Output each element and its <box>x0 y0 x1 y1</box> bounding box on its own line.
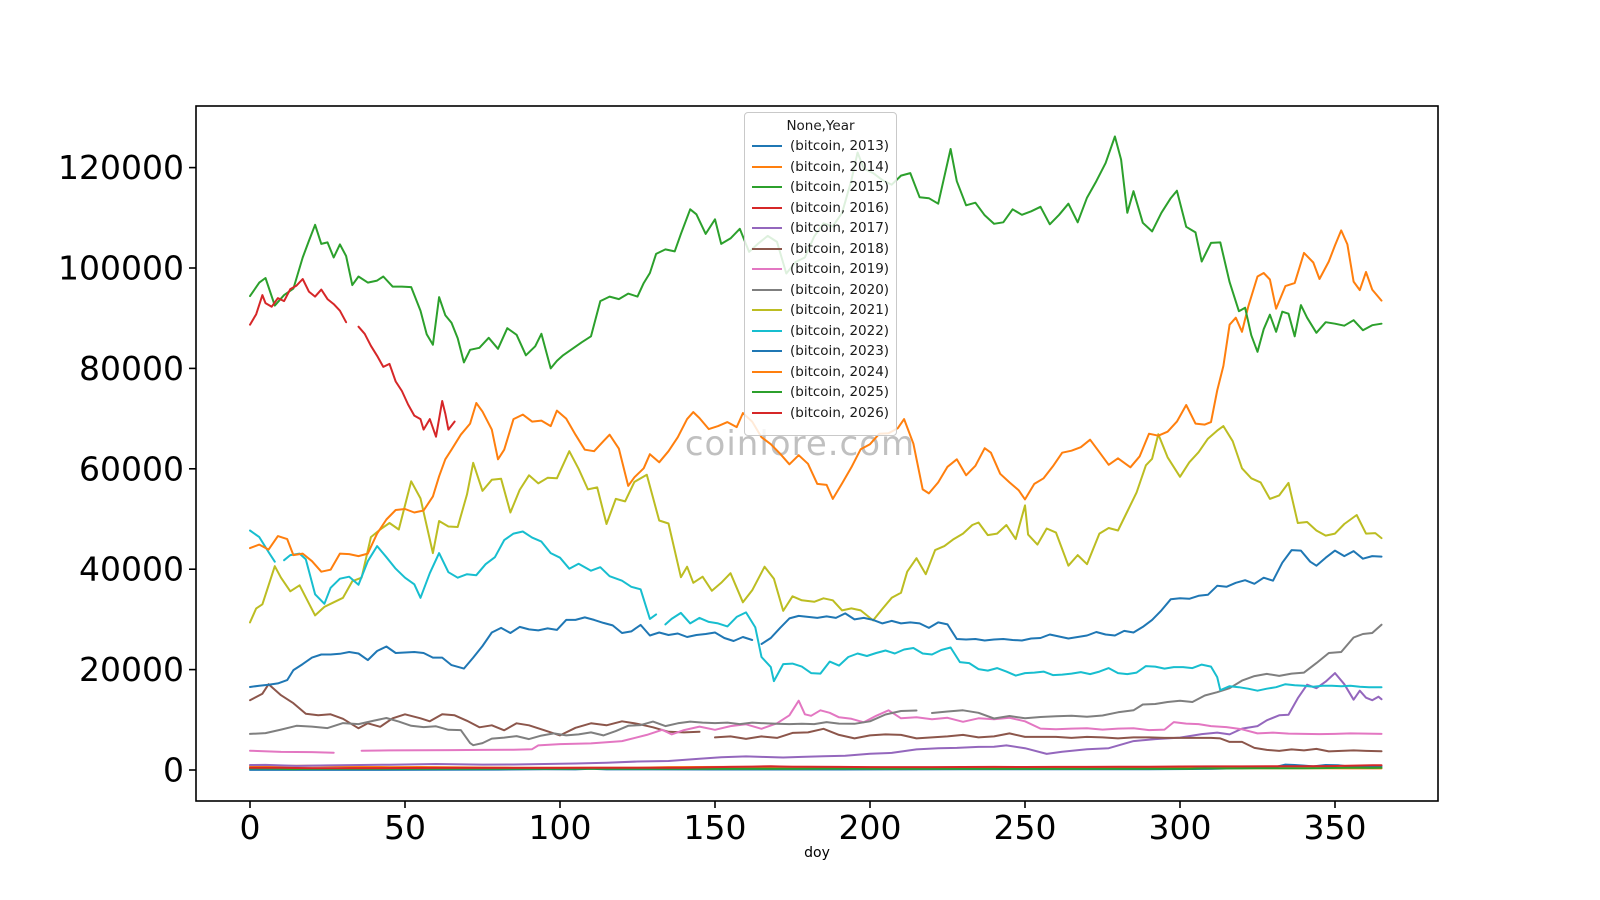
legend-item-2020: (bitcoin, 2020) <box>752 280 889 301</box>
series-line-2018 <box>714 727 1383 753</box>
legend-item-2018: (bitcoin, 2018) <box>752 239 889 260</box>
legend-item-2015: (bitcoin, 2015) <box>752 177 889 198</box>
legend-item-2016: (bitcoin, 2016) <box>752 198 889 219</box>
legend-item-2019: (bitcoin, 2019) <box>752 259 889 280</box>
legend-swatch-2026 <box>752 411 782 414</box>
x-tick-label: 50 <box>384 808 426 847</box>
series-line-2020 <box>931 623 1383 720</box>
x-tick-label: 350 <box>1304 808 1367 847</box>
legend-item-2021: (bitcoin, 2021) <box>752 300 889 321</box>
x-tick-label: 300 <box>1149 808 1212 847</box>
legend-swatch-2020 <box>752 288 782 291</box>
series-line-2026 <box>249 278 348 326</box>
legend-swatch-2018 <box>752 247 782 250</box>
legend-label-2024: (bitcoin, 2024) <box>790 363 890 380</box>
legend-swatch-2023 <box>752 350 782 353</box>
series-line-2024 <box>249 229 1383 573</box>
legend-label-2018: (bitcoin, 2018) <box>790 240 890 257</box>
series-line-2016 <box>249 764 1383 770</box>
x-tick-label: 200 <box>839 808 902 847</box>
legend-label-2013: (bitcoin, 2013) <box>790 138 890 155</box>
series-line-2017 <box>249 672 1383 767</box>
legend-item-2017: (bitcoin, 2017) <box>752 218 889 239</box>
x-tick-label: 0 <box>240 808 261 847</box>
legend-label-2017: (bitcoin, 2017) <box>790 220 890 237</box>
series-line-2023 <box>249 616 754 688</box>
x-axis-label: doy <box>804 845 830 861</box>
legend-label-2020: (bitcoin, 2020) <box>790 281 890 298</box>
y-tick-label: 40000 <box>79 550 184 589</box>
legend-item-2023: (bitcoin, 2023) <box>752 341 889 362</box>
legend-swatch-2014 <box>752 165 782 168</box>
legend-swatch-2024 <box>752 370 782 373</box>
x-tick-label: 150 <box>684 808 747 847</box>
series-line-2018 <box>249 683 701 737</box>
y-tick-label: 0 <box>163 751 184 790</box>
legend-item-2026: (bitcoin, 2026) <box>752 403 889 424</box>
legend-label-2025: (bitcoin, 2025) <box>790 384 890 401</box>
series-line-2026 <box>357 325 456 438</box>
series-line-2019 <box>360 699 1383 752</box>
legend-swatch-2015 <box>752 186 782 189</box>
legend-swatch-2025 <box>752 391 782 394</box>
y-tick-label: 100000 <box>58 249 184 288</box>
axes-box <box>195 105 1439 802</box>
legend-item-2025: (bitcoin, 2025) <box>752 382 889 403</box>
legend-label-2023: (bitcoin, 2023) <box>790 343 890 360</box>
legend: None,Year (bitcoin, 2013) (bitcoin, 2014)… <box>744 112 897 436</box>
x-tick-label: 100 <box>529 808 592 847</box>
legend-swatch-2019 <box>752 268 782 271</box>
series-line-2023 <box>760 549 1383 645</box>
legend-item-2022: (bitcoin, 2022) <box>752 321 889 342</box>
series-line-2022 <box>283 530 658 620</box>
legend-swatch-2017 <box>752 227 782 230</box>
legend-label-2016: (bitcoin, 2016) <box>790 199 890 216</box>
legend-swatch-2022 <box>752 329 782 332</box>
legend-swatch-2013 <box>752 145 782 148</box>
series-line-2019 <box>249 749 335 754</box>
y-tick-label: 80000 <box>79 349 184 388</box>
series-line-2021 <box>249 425 1383 624</box>
legend-label-2019: (bitcoin, 2019) <box>790 261 890 278</box>
legend-swatch-2021 <box>752 309 782 312</box>
legend-item-2014: (bitcoin, 2014) <box>752 157 889 178</box>
legend-label-2021: (bitcoin, 2021) <box>790 302 890 319</box>
legend-swatch-2016 <box>752 206 782 209</box>
legend-label-2026: (bitcoin, 2026) <box>790 404 890 421</box>
x-tick-label: 250 <box>994 808 1057 847</box>
legend-title: None,Year <box>786 118 855 134</box>
y-tick-label: 120000 <box>58 148 184 187</box>
legend-label-2015: (bitcoin, 2015) <box>790 179 890 196</box>
legend-item-2024: (bitcoin, 2024) <box>752 362 889 383</box>
legend-item-2013: (bitcoin, 2013) <box>752 136 889 157</box>
series-line-2022 <box>249 529 276 563</box>
y-tick-label: 60000 <box>79 449 184 488</box>
series-line-2020 <box>249 709 918 747</box>
legend-label-2022: (bitcoin, 2022) <box>790 322 890 339</box>
legend-label-2014: (bitcoin, 2014) <box>790 158 890 175</box>
series-line-2022 <box>664 611 1383 692</box>
y-tick-label: 20000 <box>79 650 184 689</box>
